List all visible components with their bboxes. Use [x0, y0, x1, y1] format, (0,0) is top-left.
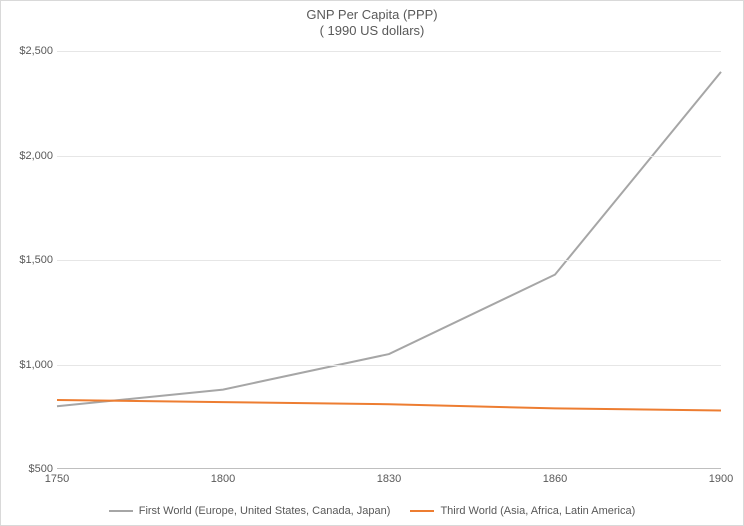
x-tick-label: 1900: [709, 469, 733, 485]
legend-swatch: [410, 510, 434, 512]
legend-label: First World (Europe, United States, Cana…: [139, 505, 391, 517]
plot-area: $500$1,000$1,500$2,000$2,500175018001830…: [57, 51, 721, 469]
series-line: [57, 400, 721, 410]
x-tick-label: 1830: [377, 469, 401, 485]
y-tick-label: $2,500: [19, 45, 57, 57]
legend-swatch: [109, 510, 133, 512]
title-line-2: ( 1990 US dollars): [1, 23, 743, 39]
x-tick-label: 1750: [45, 469, 69, 485]
y-gridline: [57, 365, 721, 366]
legend: First World (Europe, United States, Cana…: [1, 503, 743, 517]
chart-title: GNP Per Capita (PPP) ( 1990 US dollars): [1, 7, 743, 40]
y-gridline: [57, 156, 721, 157]
y-tick-label: $1,000: [19, 359, 57, 371]
series-line: [57, 72, 721, 406]
y-gridline: [57, 51, 721, 52]
legend-item: Third World (Asia, Africa, Latin America…: [410, 505, 635, 517]
legend-item: First World (Europe, United States, Cana…: [109, 505, 391, 517]
title-line-1: GNP Per Capita (PPP): [1, 7, 743, 23]
chart-container: GNP Per Capita (PPP) ( 1990 US dollars) …: [0, 0, 744, 526]
y-tick-label: $2,000: [19, 150, 57, 162]
x-tick-label: 1800: [211, 469, 235, 485]
legend-label: Third World (Asia, Africa, Latin America…: [440, 505, 635, 517]
y-tick-label: $1,500: [19, 254, 57, 266]
x-tick-label: 1860: [543, 469, 567, 485]
y-gridline: [57, 260, 721, 261]
